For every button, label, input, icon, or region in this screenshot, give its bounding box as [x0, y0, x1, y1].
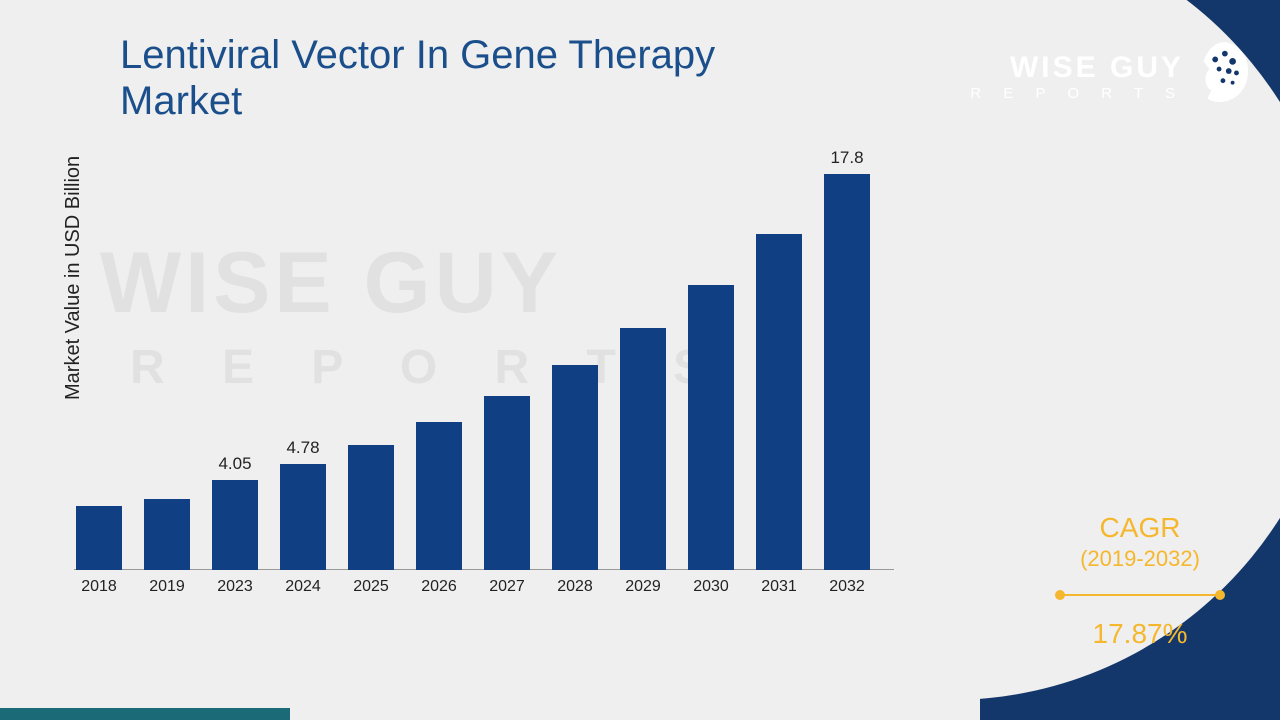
x-tick-label: 2025: [342, 578, 400, 596]
brand-text: WISE GUY R E P O R T S: [970, 53, 1184, 104]
bar: [348, 445, 394, 570]
cagr-label: CAGR: [1040, 512, 1240, 544]
bar: [212, 480, 258, 570]
bar: [76, 506, 122, 570]
bar: [484, 396, 530, 570]
x-tick-label: 2030: [682, 578, 740, 596]
bar: [756, 234, 802, 570]
x-tick-label: 2026: [410, 578, 468, 596]
x-tick-label: 2023: [206, 578, 264, 596]
chart-canvas: WISE GUY R E P O R T S WISE GUY R E P O …: [0, 0, 1280, 720]
cagr-divider: [1060, 594, 1220, 596]
bar-value-label: 4.05: [204, 454, 266, 474]
bar: [416, 422, 462, 570]
bar: [688, 285, 734, 570]
cagr-block: CAGR (2019-2032) 17.87%: [1040, 512, 1240, 650]
x-tick-label: 2024: [274, 578, 332, 596]
chart-title: Lentiviral Vector In Gene Therapy Market: [120, 32, 840, 124]
footer-accent-strip: [0, 708, 290, 720]
bar-plot-area: 2018201920234.0520244.782025202620272028…: [74, 170, 894, 570]
x-tick-label: 2031: [750, 578, 808, 596]
x-tick-label: 2029: [614, 578, 672, 596]
bar: [620, 328, 666, 570]
bar-value-label: 17.8: [816, 148, 878, 168]
brand-head-icon: [1192, 40, 1250, 104]
bar: [552, 365, 598, 570]
brand-logo: WISE GUY R E P O R T S: [970, 40, 1250, 104]
bar: [280, 464, 326, 570]
x-tick-label: 2018: [70, 578, 128, 596]
x-tick-label: 2019: [138, 578, 196, 596]
brand-name: WISE GUY: [970, 53, 1184, 83]
bar: [824, 174, 870, 570]
bar-value-label: 4.78: [272, 438, 334, 458]
cagr-range: (2019-2032): [1040, 546, 1240, 572]
x-tick-label: 2027: [478, 578, 536, 596]
bar: [144, 499, 190, 570]
x-tick-label: 2032: [818, 578, 876, 596]
brand-subtitle: R E P O R T S: [970, 83, 1184, 104]
x-tick-label: 2028: [546, 578, 604, 596]
cagr-value: 17.87%: [1040, 618, 1240, 650]
